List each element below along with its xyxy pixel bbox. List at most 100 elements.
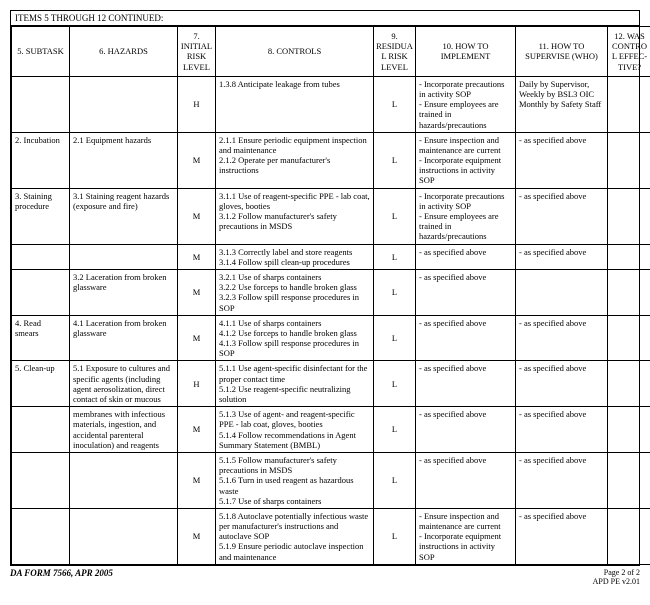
page-number: Page 2 of 2 — [604, 568, 640, 577]
cell: - as specified above — [516, 244, 608, 269]
cell: - Incorporate precautions in activity SO… — [416, 76, 516, 132]
cell: L — [374, 188, 416, 244]
cell: 5.1.8 Autoclave potentially infectious w… — [216, 508, 374, 564]
cell — [608, 407, 650, 453]
table-row: 5. Clean-up5.1 Exposure to cultures and … — [12, 361, 650, 407]
cell: H — [178, 76, 216, 132]
cell: H — [178, 361, 216, 407]
cell: 5.1.1 Use agent-specific disinfectant fo… — [216, 361, 374, 407]
cell: - as specified above — [516, 188, 608, 244]
cell: - as specified above — [516, 452, 608, 508]
cell: L — [374, 315, 416, 361]
cell: - as specified above — [416, 407, 516, 453]
cell: 5. Clean-up — [12, 361, 70, 407]
cell: L — [374, 508, 416, 564]
table-row: M5.1.8 Autoclave potentially infectious … — [12, 508, 650, 564]
cell: M — [178, 508, 216, 564]
cell — [608, 315, 650, 361]
col-supervise: 11. HOW TO SUPERVISE (WHO) — [516, 27, 608, 77]
cell: L — [374, 452, 416, 508]
cell: 5.1.3 Use of agent- and reagent-specific… — [216, 407, 374, 453]
form-id: DA FORM 7566, APR 2005 — [10, 568, 113, 586]
table-row: M3.1.3 Correctly label and store reagent… — [12, 244, 650, 269]
cell — [70, 452, 178, 508]
cell: 3.1.3 Correctly label and store reagents… — [216, 244, 374, 269]
cell — [608, 244, 650, 269]
cell: - as specified above — [516, 407, 608, 453]
col-hazards: 6. HAZARDS — [70, 27, 178, 77]
cell: L — [374, 269, 416, 315]
cell: M — [178, 452, 216, 508]
table-row: membranes with infectious materials, ing… — [12, 407, 650, 453]
cell: M — [178, 132, 216, 188]
cell — [608, 452, 650, 508]
risk-table: 5. SUBTASK 6. HAZARDS 7. INITIAL RISK LE… — [11, 26, 650, 565]
cell: - as specified above — [416, 269, 516, 315]
cell: L — [374, 407, 416, 453]
cell — [70, 76, 178, 132]
cell: - Incorporate precautions in activity SO… — [416, 188, 516, 244]
footer: DA FORM 7566, APR 2005 Page 2 of 2 APD P… — [10, 566, 640, 588]
table-body: H1.3.8 Anticipate leakage from tubesL- I… — [12, 76, 650, 564]
col-subtask: 5. SUBTASK — [12, 27, 70, 77]
cell — [12, 269, 70, 315]
cell: - as specified above — [416, 315, 516, 361]
table-row: M5.1.5 Follow manufacturer's safety prec… — [12, 452, 650, 508]
cell: - as specified above — [516, 132, 608, 188]
table-row: H1.3.8 Anticipate leakage from tubesL- I… — [12, 76, 650, 132]
table-row: 2. Incubation2.1 Equipment hazardsM2.1.1… — [12, 132, 650, 188]
cell: - as specified above — [416, 452, 516, 508]
cell: 2.1 Equipment hazards — [70, 132, 178, 188]
cell: 3.2.1 Use of sharps containers 3.2.2 Use… — [216, 269, 374, 315]
cell: M — [178, 188, 216, 244]
cell — [12, 452, 70, 508]
cell — [516, 269, 608, 315]
cell: Daily by Supervisor, Weekly by BSL3 OIC … — [516, 76, 608, 132]
cell: 3.1 Staining reagent hazards (exposure a… — [70, 188, 178, 244]
cell — [608, 188, 650, 244]
col-residual-risk: 9. RESIDUAL RISK LEVEL — [374, 27, 416, 77]
cell: - as specified above — [516, 361, 608, 407]
cell: M — [178, 269, 216, 315]
cell: membranes with infectious materials, ing… — [70, 407, 178, 453]
cell — [70, 244, 178, 269]
cell — [608, 132, 650, 188]
cell: M — [178, 315, 216, 361]
cell: 1.3.8 Anticipate leakage from tubes — [216, 76, 374, 132]
col-controls: 8. CONTROLS — [216, 27, 374, 77]
apd-version: APD PE v2.01 — [593, 577, 640, 586]
cell: L — [374, 132, 416, 188]
table-row: 3.2 Laceration from broken glasswareM3.2… — [12, 269, 650, 315]
cell: 3.2 Laceration from broken glassware — [70, 269, 178, 315]
cell: L — [374, 244, 416, 269]
col-effective: 12. WAS CONTROL EFFEC-TIVE? — [608, 27, 650, 77]
cell: M — [178, 244, 216, 269]
cell — [12, 244, 70, 269]
form-container: ITEMS 5 THROUGH 12 CONTINUED: 5. SUBTASK… — [10, 10, 640, 566]
cell: 4.1.1 Use of sharps containers 4.1.2 Use… — [216, 315, 374, 361]
cell — [12, 407, 70, 453]
cell — [608, 361, 650, 407]
cell: 5.1.5 Follow manufacturer's safety preca… — [216, 452, 374, 508]
cell: 5.1 Exposure to cultures and specific ag… — [70, 361, 178, 407]
cell: 2.1.1 Ensure periodic equipment inspecti… — [216, 132, 374, 188]
cell: - Ensure inspection and maintenance are … — [416, 132, 516, 188]
cell: - as specified above — [416, 244, 516, 269]
col-implement: 10. HOW TO IMPLEMENT — [416, 27, 516, 77]
cell: L — [374, 361, 416, 407]
cell: 3.1.1 Use of reagent-specific PPE - lab … — [216, 188, 374, 244]
cell — [70, 508, 178, 564]
cell: 4.1 Laceration from broken glassware — [70, 315, 178, 361]
col-initial-risk: 7. INITIAL RISK LEVEL — [178, 27, 216, 77]
cell: L — [374, 76, 416, 132]
cell: 3. Staining procedure — [12, 188, 70, 244]
table-row: 3. Staining procedure3.1 Staining reagen… — [12, 188, 650, 244]
cell: - as specified above — [416, 361, 516, 407]
table-row: 4. Read smears4.1 Laceration from broken… — [12, 315, 650, 361]
cell: - as specified above — [516, 315, 608, 361]
footer-right: Page 2 of 2 APD PE v2.01 — [593, 568, 640, 586]
continuation-title: ITEMS 5 THROUGH 12 CONTINUED: — [11, 11, 639, 26]
header-row: 5. SUBTASK 6. HAZARDS 7. INITIAL RISK LE… — [12, 27, 650, 77]
cell — [608, 269, 650, 315]
cell — [12, 508, 70, 564]
